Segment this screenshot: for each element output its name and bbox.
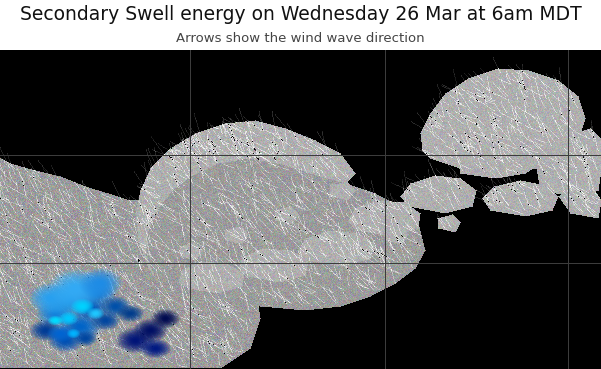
Text: Secondary Swell energy on Wednesday 26 Mar at 6am MDT: Secondary Swell energy on Wednesday 26 M… xyxy=(20,6,581,24)
Text: Arrows show the wind wave direction: Arrows show the wind wave direction xyxy=(176,32,425,45)
